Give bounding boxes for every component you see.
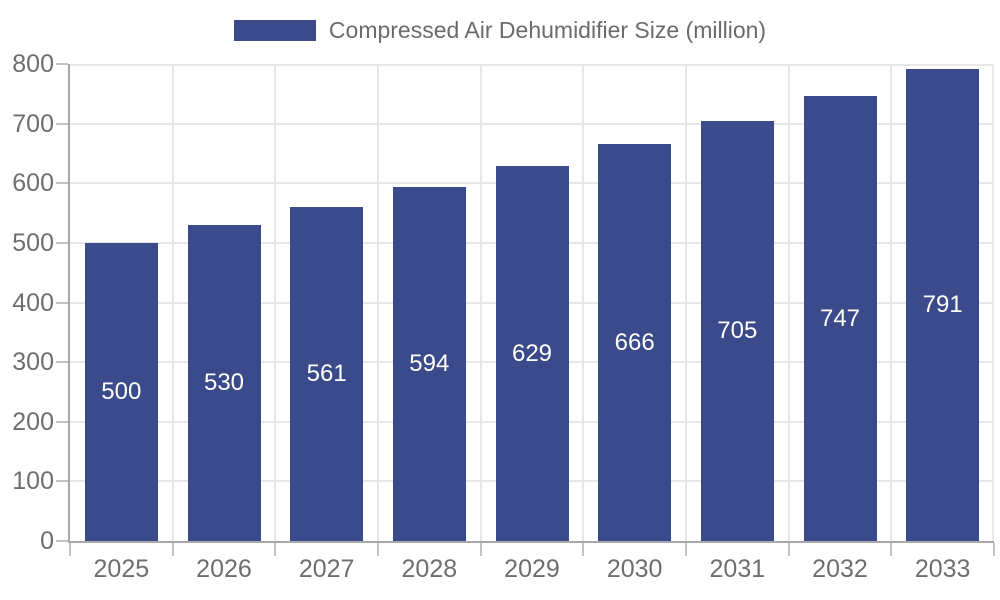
x-tick (172, 543, 174, 556)
x-axis-label: 2026 (196, 555, 252, 583)
v-gridline (172, 64, 174, 541)
y-tick (56, 361, 68, 364)
y-tick (56, 182, 68, 185)
bar: 791 (906, 69, 980, 541)
y-tick (56, 241, 68, 244)
bar: 594 (392, 187, 466, 541)
bar: 747 (803, 96, 877, 541)
x-tick (377, 543, 379, 556)
bar: 530 (187, 225, 261, 541)
bar-value-label: 791 (922, 291, 963, 318)
v-gridline (788, 64, 790, 541)
y-axis-label: 100 (12, 467, 54, 496)
y-axis-label: 700 (12, 109, 54, 138)
x-tick (788, 543, 790, 556)
bar-value-label: 666 (614, 328, 655, 356)
y-tick (56, 540, 68, 542)
bar: 561 (290, 207, 364, 541)
y-axis-label: 800 (12, 50, 54, 78)
v-gridline (890, 64, 892, 541)
bar-value-label: 594 (409, 350, 450, 377)
bar: 666 (598, 144, 672, 541)
x-axis-label: 2027 (298, 555, 355, 583)
h-gridline (70, 64, 994, 66)
legend-label: Compressed Air Dehumidifier Size (millio… (328, 17, 767, 43)
x-axis-label: 2030 (606, 555, 663, 583)
legend-swatch-icon (233, 20, 316, 41)
v-gridline (582, 64, 584, 541)
bar: 705 (700, 121, 774, 541)
bar-value-label: 500 (101, 378, 142, 405)
x-axis-label: 2029 (504, 555, 560, 583)
y-axis-label: 200 (12, 407, 54, 436)
bar: 629 (495, 166, 569, 541)
x-tick (480, 543, 482, 556)
bar-value-label: 705 (717, 317, 758, 344)
y-axis-label: 300 (12, 348, 54, 377)
y-tick (56, 480, 68, 483)
legend[interactable]: Compressed Air Dehumidifier Size (millio… (0, 17, 1000, 44)
bar-value-label: 629 (511, 339, 553, 367)
v-gridline (480, 64, 482, 541)
v-gridline (274, 64, 276, 541)
x-tick (69, 543, 71, 556)
y-axis-label: 600 (12, 169, 54, 198)
bar: 500 (84, 243, 158, 541)
x-tick (582, 543, 584, 556)
y-tick (56, 301, 68, 304)
h-gridline (70, 122, 994, 125)
v-gridline (377, 64, 379, 541)
bar-value-label: 747 (819, 304, 861, 332)
y-axis-label: 400 (12, 288, 54, 317)
v-gridline (685, 64, 687, 541)
bar-value-label: 561 (306, 360, 347, 387)
x-axis-label: 2033 (914, 555, 971, 583)
y-axis-label: 500 (12, 228, 54, 257)
x-tick (685, 543, 687, 556)
x-tick (890, 543, 892, 556)
y-axis-label: 0 (40, 527, 54, 555)
x-axis-label: 2028 (401, 555, 458, 583)
x-axis-label: 2025 (93, 555, 150, 583)
y-tick (56, 63, 68, 65)
y-tick (56, 420, 68, 423)
x-tick (993, 543, 995, 556)
v-gridline (992, 64, 994, 541)
x-tick (274, 543, 276, 556)
y-tick (56, 122, 68, 125)
x-axis-label: 2031 (709, 555, 766, 583)
x-axis-label: 2032 (812, 555, 868, 583)
bar-value-label: 530 (203, 369, 245, 396)
